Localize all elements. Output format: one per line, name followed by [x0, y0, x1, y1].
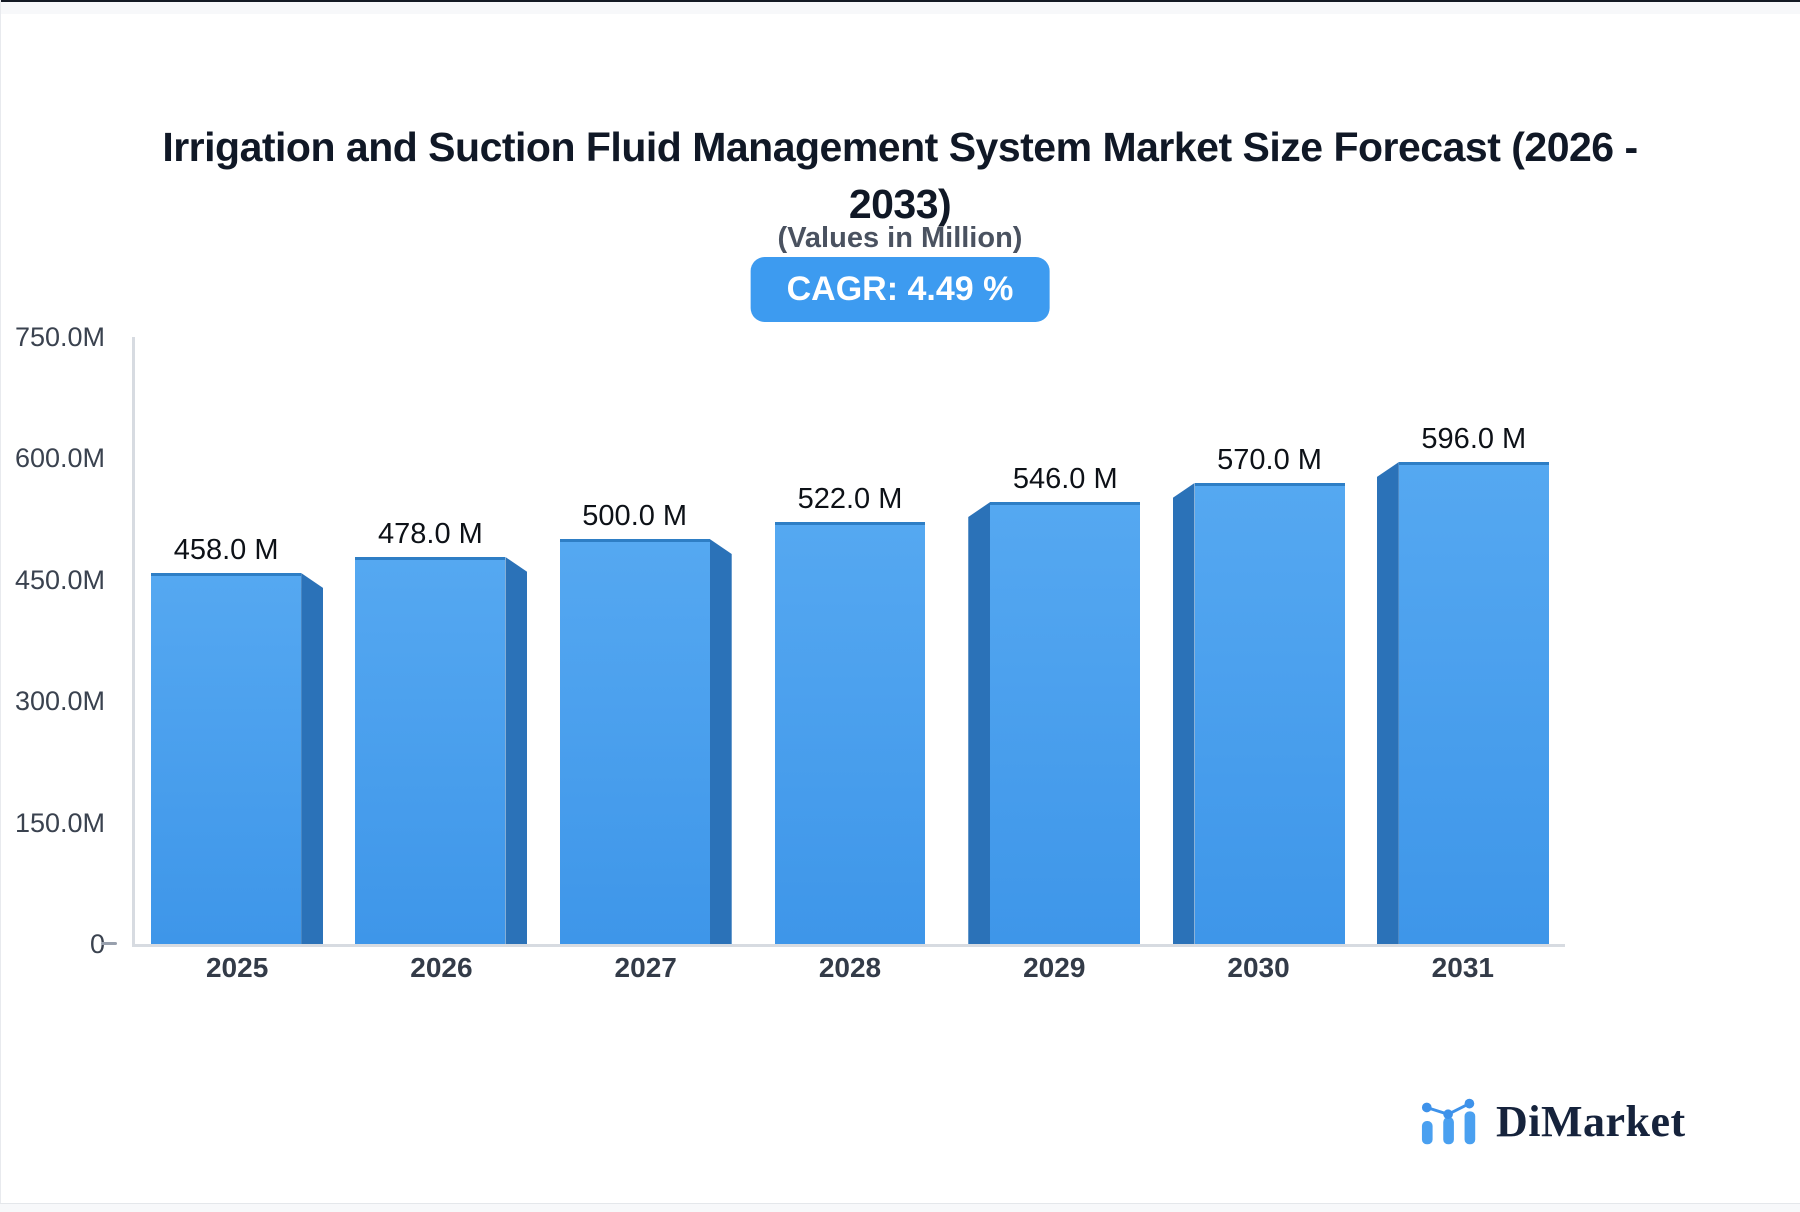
window-top-strip [0, 0, 1800, 14]
bar-slot: 522.0 M [748, 337, 952, 944]
bar-chart-trend-logo-icon [1421, 1098, 1476, 1144]
bar-front-face: 596.0 M [1398, 423, 1549, 944]
bar: 458.0 M [151, 534, 324, 944]
y-tick-label: 600.0M [14, 443, 105, 473]
bar-slot: 546.0 M [952, 337, 1156, 944]
bar-value-label: 570.0 M [1217, 444, 1322, 476]
x-tick-label: 2029 [1023, 952, 1086, 983]
y-axis: 750.0M 600.0M 450.0M 300.0M 150.0M 0 [0, 322, 132, 959]
bar: 522.0 M [764, 483, 936, 944]
bar-slot: 478.0 M [339, 337, 543, 944]
x-tick-label: 2026 [410, 952, 473, 983]
x-tick-label: 2031 [1431, 952, 1494, 983]
y-tick-label: 750.0M [14, 322, 105, 352]
bar-front-face: 478.0 M [355, 518, 506, 944]
window-bottom-strip [0, 1203, 1800, 1212]
bar-value-label: 478.0 M [378, 518, 483, 550]
bar-value-label: 500.0 M [582, 500, 688, 532]
y-tick-label: 450.0M [14, 565, 105, 595]
y-tick-label: 300.0M [14, 686, 105, 716]
x-tick-label: 2027 [614, 952, 677, 983]
zero-tick-mark [101, 942, 117, 945]
bar-slot: 500.0 M [544, 337, 748, 944]
bar: 596.0 M [1376, 423, 1549, 944]
bars-container: 458.0 M 478.0 M 500.0 M 522.0 M [135, 337, 1565, 944]
bar: 478.0 M [355, 518, 528, 944]
bar-front-face: 522.0 M [774, 483, 925, 944]
bar-3d-side-face [1376, 462, 1399, 944]
bar: 546.0 M [968, 463, 1141, 944]
bar-value-label: 546.0 M [1012, 463, 1118, 495]
chart-subtitle: (Values in Million) [777, 222, 1023, 254]
y-tick-label: 0 [0, 928, 132, 960]
bar: 570.0 M [1172, 444, 1345, 944]
bar-slot: 458.0 M [135, 337, 339, 944]
bar: 500.0 M [559, 500, 732, 944]
y-tick-label: 150.0M [14, 808, 105, 838]
bar-slot: 570.0 M [1156, 337, 1360, 944]
chart-title: Irrigation and Suction Fluid Management … [60, 119, 1740, 233]
bar-3d-side-face [1172, 483, 1195, 944]
bar-front-face: 458.0 M [151, 534, 302, 944]
bar-3d-side-face [505, 557, 528, 944]
bar-slot: 596.0 M [1361, 337, 1565, 944]
bar-front-face: 570.0 M [1194, 444, 1345, 944]
chart-title-line-1: Irrigation and Suction Fluid Management … [162, 124, 1638, 171]
x-tick-label: 2030 [1227, 952, 1290, 983]
bar-3d-side-face [301, 573, 324, 944]
bar-3d-side-face [709, 539, 732, 944]
x-tick-label: 2025 [205, 952, 269, 983]
brand-logo: DiMarket [1420, 1096, 1686, 1147]
brand-name: DiMarket [1496, 1097, 1686, 1146]
bar-value-label: 522.0 M [797, 483, 903, 515]
x-tick-label: 2028 [818, 952, 882, 983]
bar-value-label: 596.0 M [1421, 423, 1527, 455]
bar-front-face: 546.0 M [990, 463, 1141, 944]
cagr-badge: CAGR: 4.49 % [750, 257, 1050, 322]
plot-area: 458.0 M 478.0 M 500.0 M 522.0 M [132, 337, 1565, 947]
bar-front-face: 500.0 M [559, 500, 710, 944]
bar-3d-side-face [968, 502, 991, 944]
bar-value-label: 458.0 M [173, 534, 279, 566]
x-axis: 2025 2026 2027 2028 2029 2030 2031 [135, 952, 1565, 984]
window-left-edge [0, 0, 1, 1212]
chart-title-line-2: 2033) [848, 181, 952, 228]
